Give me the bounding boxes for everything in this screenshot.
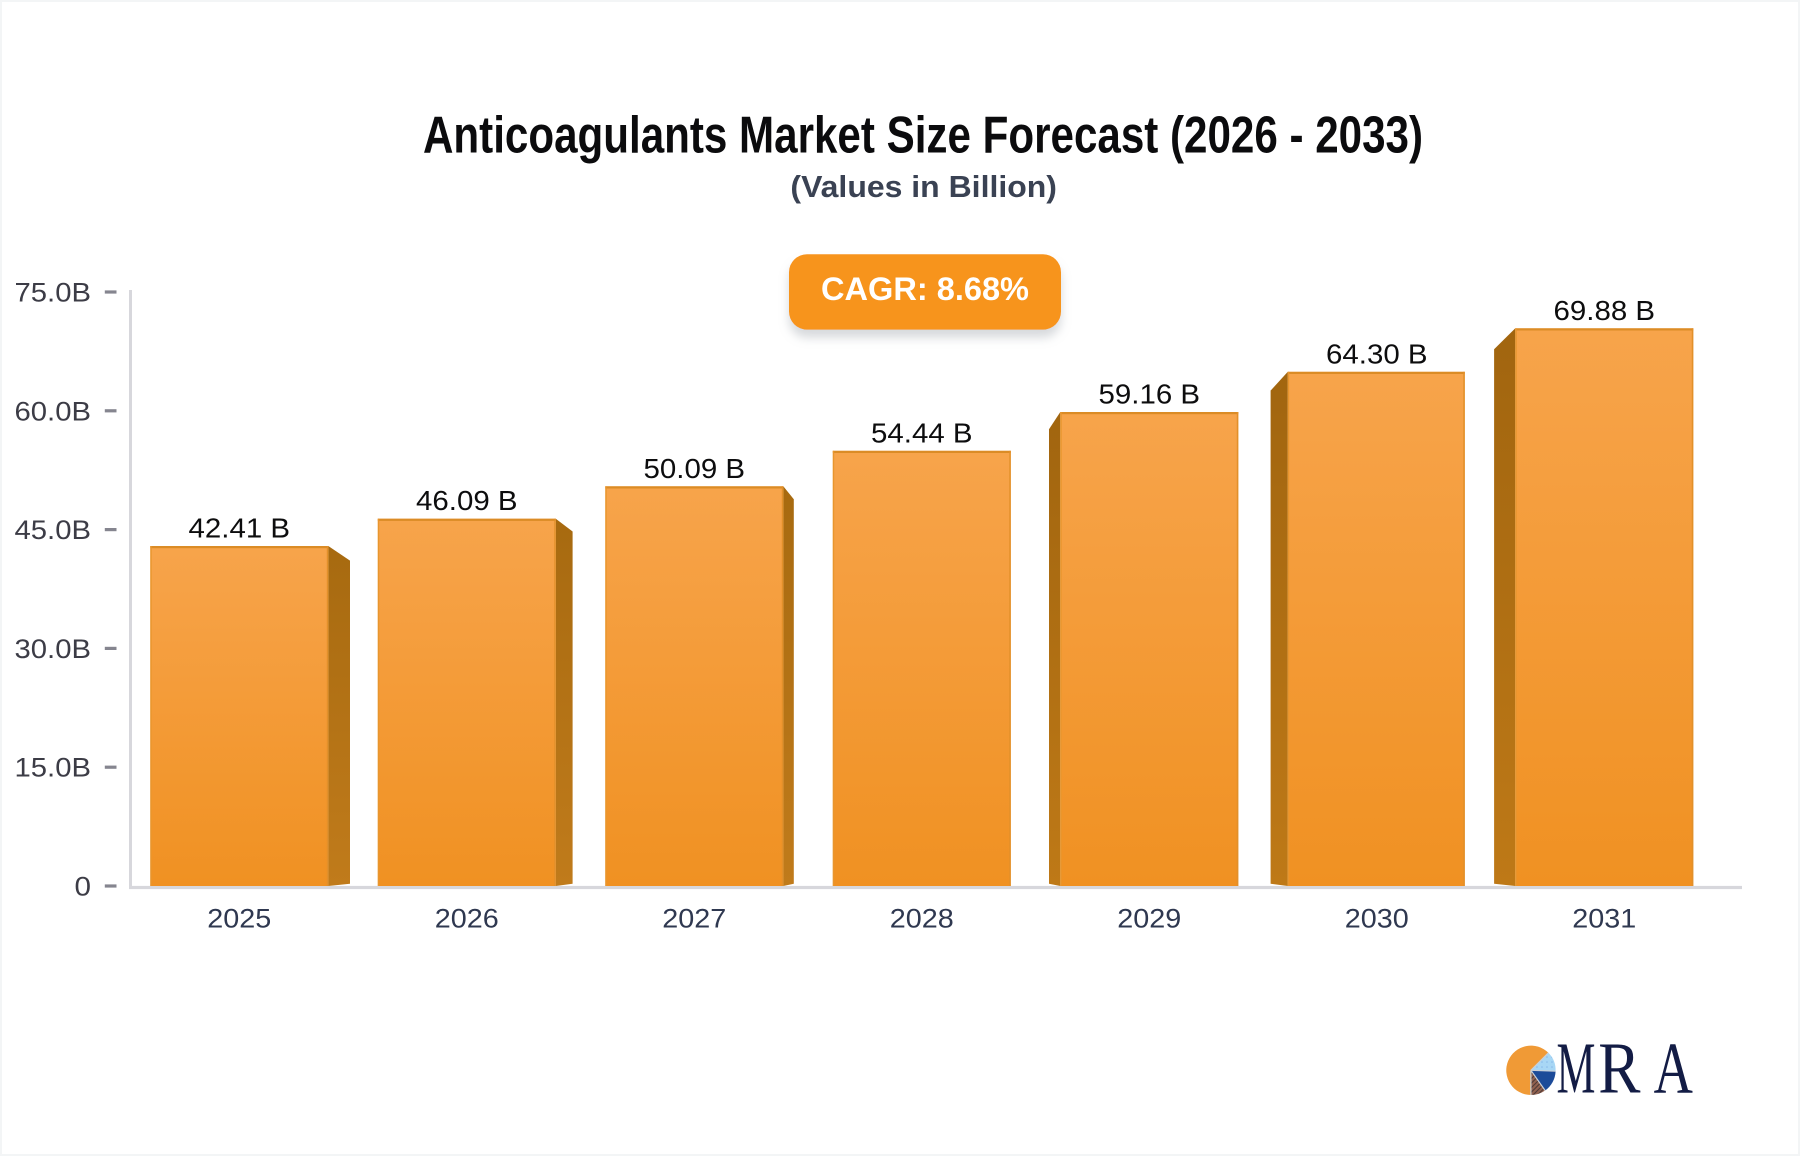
svg-text:2027: 2027 [662,904,726,934]
svg-text:46.09 B: 46.09 B [416,485,518,516]
svg-text:59.16 B: 59.16 B [1099,379,1201,410]
svg-text:69.88 B: 69.88 B [1554,295,1656,326]
svg-text:2025: 2025 [207,904,271,934]
svg-text:45.0B: 45.0B [15,515,92,545]
svg-text:60.0B: 60.0B [15,396,92,426]
svg-text:0: 0 [75,872,92,902]
svg-text:75.0B: 75.0B [15,278,92,308]
svg-text:A: A [1654,1028,1693,1109]
svg-text:M: M [1557,1028,1596,1109]
svg-text:2026: 2026 [435,904,499,934]
svg-text:Anticoagulants Market Size For: Anticoagulants Market Size Forecast (202… [423,107,1423,165]
svg-text:(Values in Billion): (Values in Billion) [790,169,1057,204]
svg-text:CAGR: 8.68%: CAGR: 8.68% [821,271,1029,307]
svg-text:2029: 2029 [1117,904,1181,934]
svg-text:2031: 2031 [1572,904,1636,934]
svg-text:30.0B: 30.0B [15,634,92,664]
svg-text:42.41 B: 42.41 B [189,513,291,544]
svg-text:15.0B: 15.0B [15,753,92,783]
svg-text:R: R [1598,1027,1641,1108]
svg-text:64.30 B: 64.30 B [1326,338,1428,369]
svg-text:2030: 2030 [1345,904,1409,934]
svg-text:50.09 B: 50.09 B [644,453,746,484]
svg-text:2028: 2028 [890,904,954,934]
svg-text:54.44 B: 54.44 B [871,417,973,448]
